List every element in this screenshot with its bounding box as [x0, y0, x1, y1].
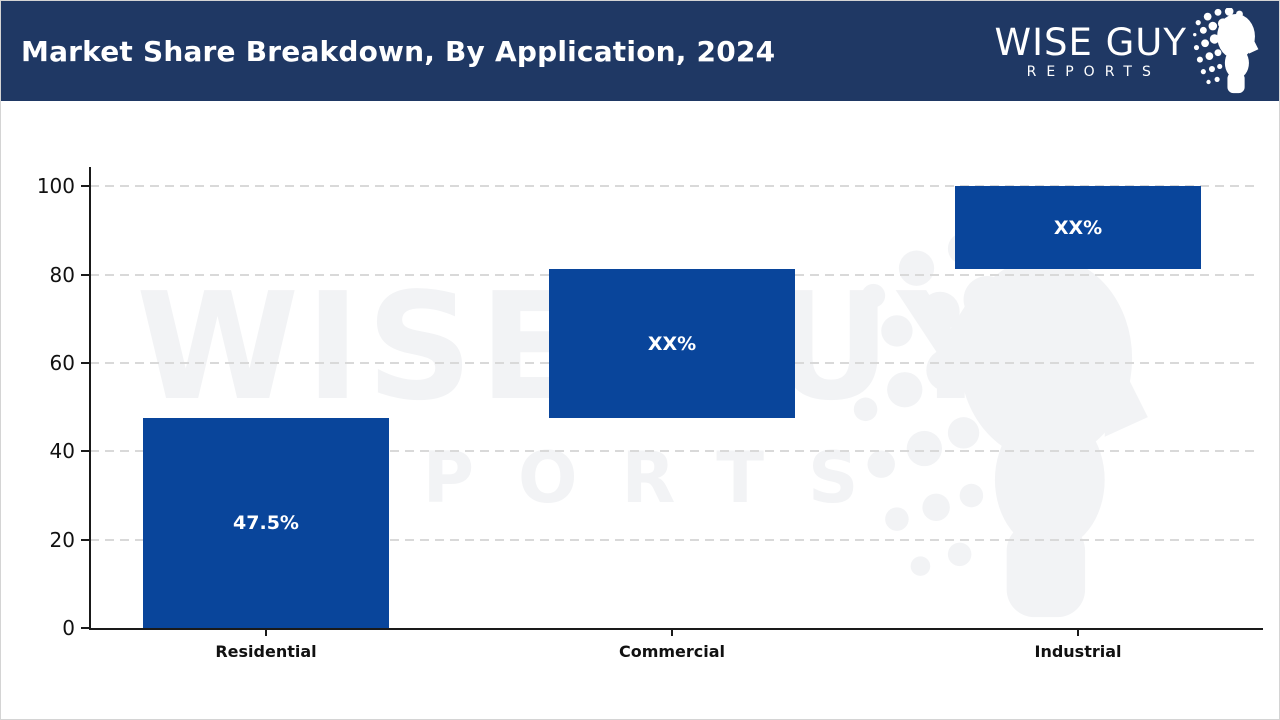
- y-tick-mark: [81, 273, 89, 276]
- y-tick-label: 0: [62, 616, 75, 640]
- wiseguy-logo: WISE GUY REPORTS: [995, 1, 1267, 101]
- y-tick-label: 60: [49, 350, 75, 375]
- gridline: [90, 185, 1254, 188]
- y-tick-label: 100: [36, 174, 75, 199]
- header-bar: Market Share Breakdown, By Application, …: [1, 1, 1279, 101]
- y-tick-mark: [81, 450, 89, 453]
- y-axis-spine: [89, 167, 91, 630]
- x-tick-mark: [265, 628, 267, 636]
- bar-value-label: XX%: [1053, 216, 1103, 239]
- page-title: Market Share Breakdown, By Application, …: [21, 34, 776, 68]
- bar-commercial: XX%: [549, 269, 795, 419]
- chart-area: WISE GUY REPORTS 0 20 40 60 80 100 47.5% XX% XX%…: [1, 101, 1279, 719]
- y-tick-label: 80: [49, 262, 75, 287]
- y-tick-mark: [81, 627, 89, 629]
- x-tick-mark: [1077, 628, 1079, 636]
- dot-head-logo-icon: [1193, 8, 1259, 94]
- logo-name: WISE GUY: [994, 20, 1187, 64]
- bar-industrial: XX%: [955, 186, 1201, 270]
- bar-value-label: 47.5%: [233, 512, 299, 535]
- x-tick-mark: [671, 628, 673, 636]
- gridline: [90, 538, 1254, 541]
- y-tick-mark: [81, 361, 89, 364]
- watermark-head-icon: [849, 229, 1148, 618]
- y-tick-mark: [81, 185, 89, 188]
- x-category-label: Residential: [215, 642, 317, 661]
- y-tick-label: 20: [49, 527, 75, 552]
- logo-sub: REPORTS: [1026, 63, 1161, 80]
- gridline: [90, 450, 1254, 453]
- y-tick-label: 40: [49, 439, 75, 464]
- logo-text: WISE GUY REPORTS: [995, 24, 1187, 79]
- bar-value-label: XX%: [647, 332, 697, 355]
- x-category-label: Commercial: [618, 642, 726, 661]
- x-category-label: Industrial: [1034, 642, 1122, 661]
- x-axis-spine: [89, 628, 1263, 630]
- bar-residential: 47.5%: [143, 418, 389, 628]
- y-tick-mark: [81, 538, 89, 541]
